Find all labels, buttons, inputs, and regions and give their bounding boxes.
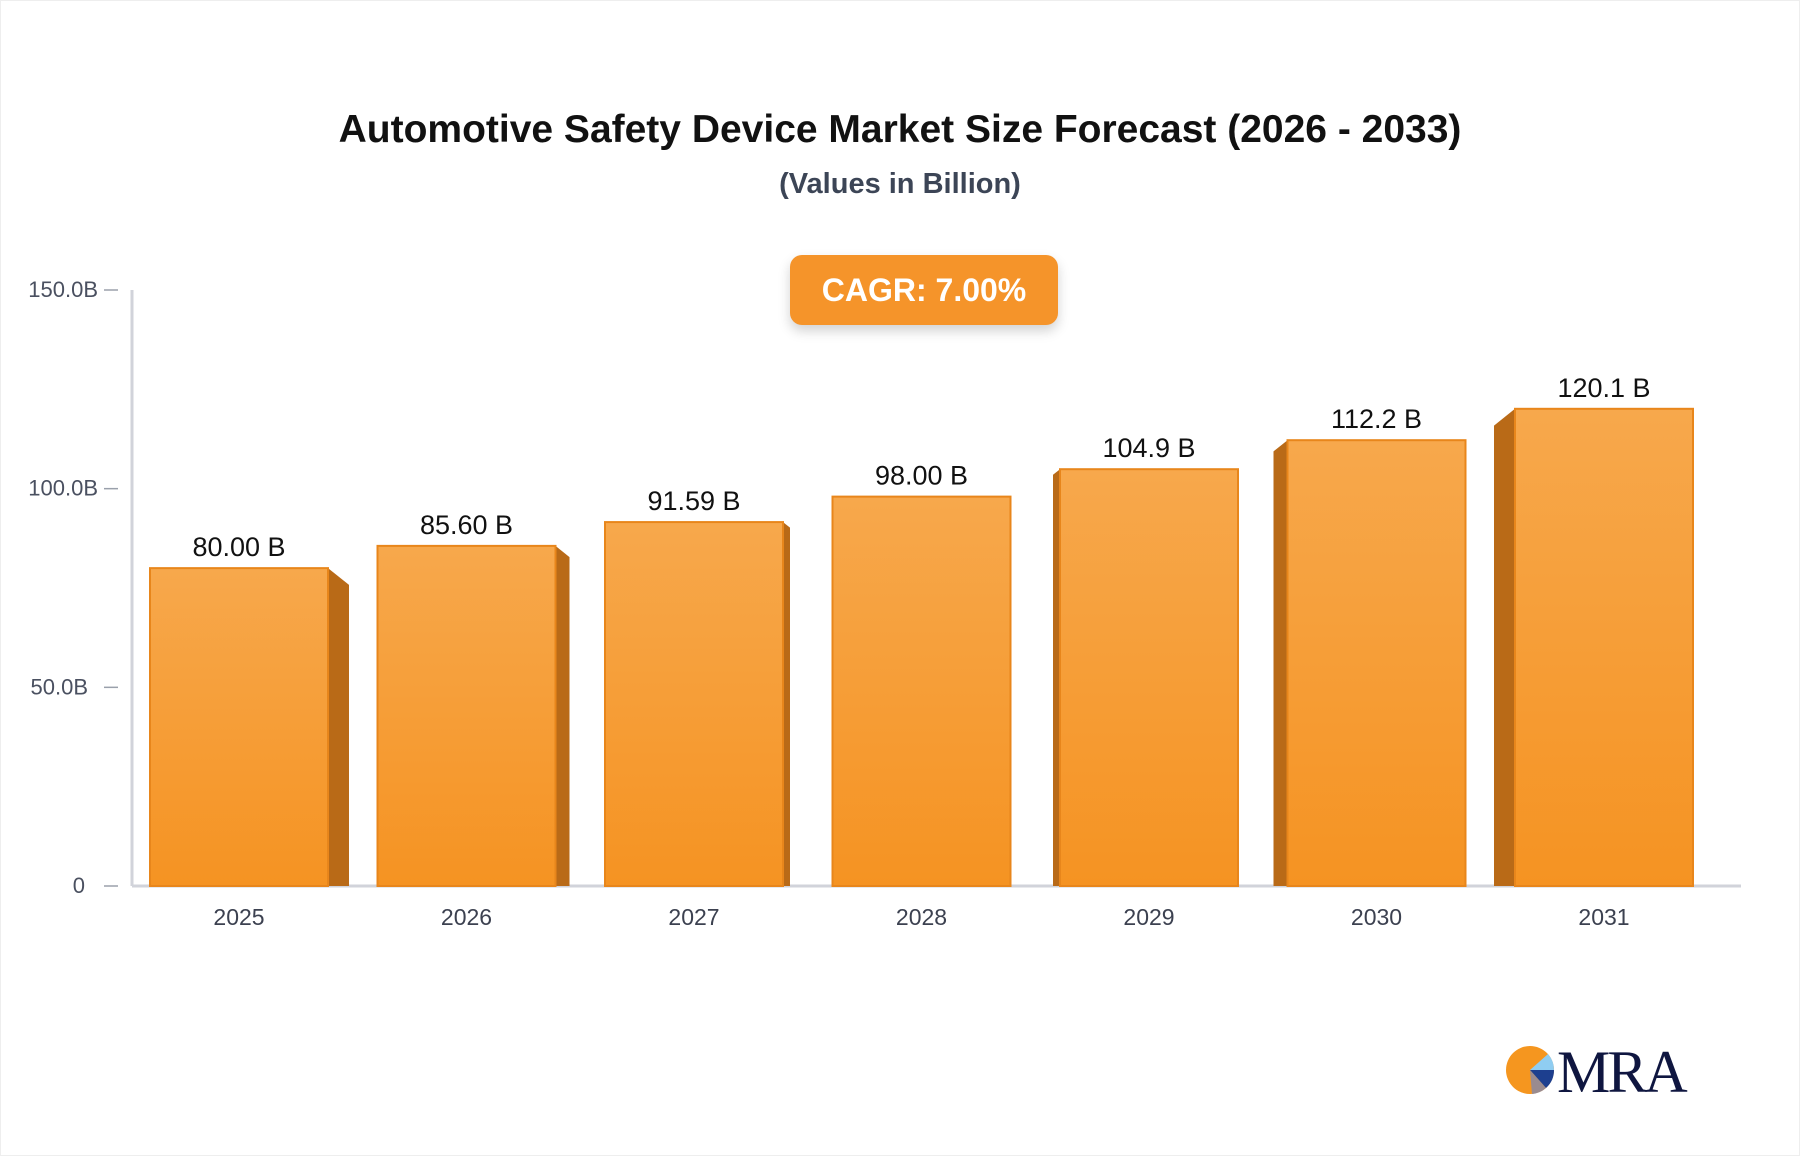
bar-side <box>1053 469 1060 886</box>
data-label: 85.60 B <box>420 510 513 540</box>
bar-side <box>783 522 790 886</box>
data-label: 98.00 B <box>875 461 968 491</box>
bar <box>149 567 329 888</box>
bar-2026: 85.60 B 2026 <box>376 510 570 930</box>
x-tick-label: 2031 <box>1578 904 1629 930</box>
data-label: 120.1 B <box>1557 373 1650 403</box>
bar-side <box>555 545 570 886</box>
x-tick-label: 2026 <box>441 904 492 930</box>
bar-2031: 120.1 B 2031 <box>1494 373 1694 930</box>
y-tick-label: 50.0B <box>31 674 89 699</box>
bar-side <box>328 568 349 886</box>
bar <box>604 521 784 887</box>
data-label: 112.2 B <box>1331 404 1422 434</box>
bar-2025: 80.00 B 2025 <box>149 532 349 930</box>
svg-text:MRA: MRA <box>1557 1040 1687 1100</box>
x-tick-label: 2027 <box>668 904 719 930</box>
x-tick-label: 2030 <box>1351 904 1402 930</box>
bar <box>831 495 1012 887</box>
y-tick-label: 150.0B <box>28 277 98 302</box>
bar <box>1286 439 1467 887</box>
data-label: 91.59 B <box>647 486 740 516</box>
bar <box>1514 407 1694 887</box>
x-tick-label: 2025 <box>213 904 264 930</box>
y-tick-label: 0 <box>73 873 85 898</box>
bar-2030: 112.2 B 2030 <box>1273 404 1467 930</box>
x-tick-label: 2029 <box>1123 904 1174 930</box>
x-tick-label: 2028 <box>896 904 947 930</box>
bar <box>376 544 557 888</box>
bar-side <box>1273 440 1288 886</box>
y-tick-label: 100.0B <box>28 476 98 501</box>
cagr-badge: CAGR: 7.00% <box>790 255 1058 325</box>
mra-logo: MRA <box>1506 1040 1690 1100</box>
bar <box>1059 468 1239 887</box>
chart-title: Automotive Safety Device Market Size For… <box>338 108 1462 151</box>
bar-2029: 104.9 B 2029 <box>1053 433 1239 930</box>
bar-2028: 98.00 B 2028 <box>831 461 1012 930</box>
data-label: 104.9 B <box>1102 433 1195 463</box>
bar-chart: 0 50.0B 100.0B 150.0B 80.00 B 2025 85.60 B 202… <box>28 277 1741 930</box>
bar-side <box>1494 408 1515 886</box>
chart-subtitle: (Values in Billion) <box>779 168 1021 200</box>
bar-2027: 91.59 B 2027 <box>604 486 790 930</box>
data-label: 80.00 B <box>192 532 285 562</box>
